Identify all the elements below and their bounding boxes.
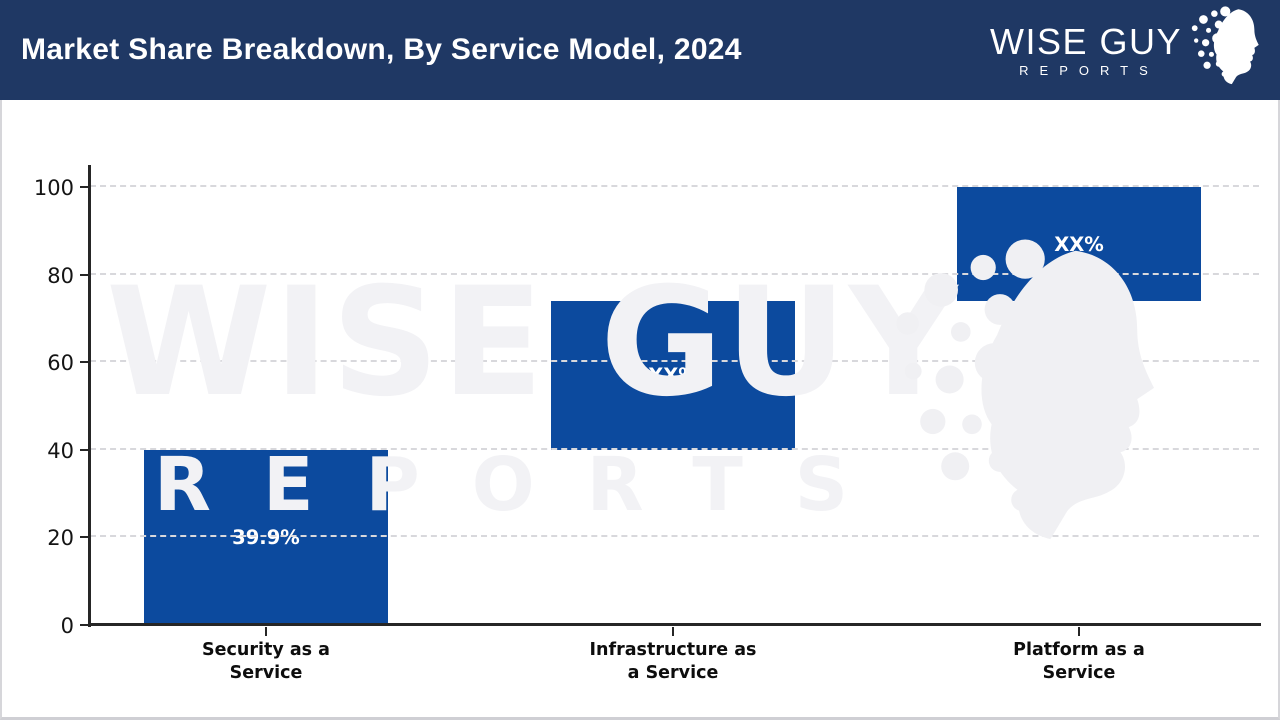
- watermark-brand-name: WISE GUY: [106, 256, 960, 430]
- y-tick-mark: [80, 361, 88, 364]
- x-tick-mark: [265, 627, 267, 636]
- gridline-40: [90, 447, 1259, 450]
- x-category-label-2: Infrastructure as a Service: [589, 640, 757, 683]
- x-tick-mark: [1078, 627, 1080, 636]
- gridline-100: [90, 184, 1259, 187]
- y-tick-label: 80: [47, 263, 74, 288]
- brand-face-icon: [1191, 6, 1259, 85]
- gridline-60: [90, 360, 1259, 363]
- y-tick-mark: [80, 624, 88, 626]
- brand-name: WISE GUY: [989, 20, 1182, 62]
- y-tick-mark: [80, 273, 88, 276]
- x-axis-line: [88, 623, 1261, 626]
- x-tick-mark: [672, 627, 674, 636]
- header-band: Market Share Breakdown, By Service Model…: [0, 0, 1280, 100]
- bar-segment-2: XX%: [551, 301, 795, 451]
- brand-subtitle: REPORTS: [1019, 62, 1159, 78]
- watermark-brand-subtitle: REPORTS: [154, 442, 901, 528]
- y-axis-tick-labels: 0 20 40 60 80 100: [2, 165, 80, 638]
- y-tick-mark: [80, 185, 88, 188]
- x-category-label-1: Security as a Service: [202, 640, 330, 683]
- y-tick-label: 0: [60, 614, 74, 638]
- x-category-label-3: Platform as a Service: [1013, 640, 1145, 683]
- y-tick-label: 20: [47, 526, 74, 551]
- brand-logo: WISE GUY REPORTS: [990, 6, 1266, 94]
- bar-value-label: XX%: [1054, 232, 1104, 256]
- bar-value-label: 39.9%: [232, 526, 300, 550]
- gridline-80: [90, 272, 1259, 275]
- chart-canvas: WISE GUY REPORTS 0 20 40 60 80 100 39.9% XX% XX…: [0, 100, 1280, 720]
- y-tick-label: 100: [33, 175, 74, 200]
- y-tick-label: 60: [47, 351, 74, 376]
- y-tick-mark: [80, 536, 88, 539]
- y-axis-line: [88, 165, 91, 627]
- y-tick-mark: [80, 448, 88, 451]
- page-title: Market Share Breakdown, By Service Model…: [21, 33, 742, 66]
- bar-segment-1: 39.9%: [144, 450, 388, 625]
- watermark-face-icon: [896, 239, 1154, 540]
- y-tick-label: 40: [47, 438, 74, 463]
- gridline-20: [90, 535, 1259, 538]
- bar-value-label: XX%: [648, 364, 698, 388]
- brand-logo-text: WISE GUY REPORTS: [989, 20, 1182, 78]
